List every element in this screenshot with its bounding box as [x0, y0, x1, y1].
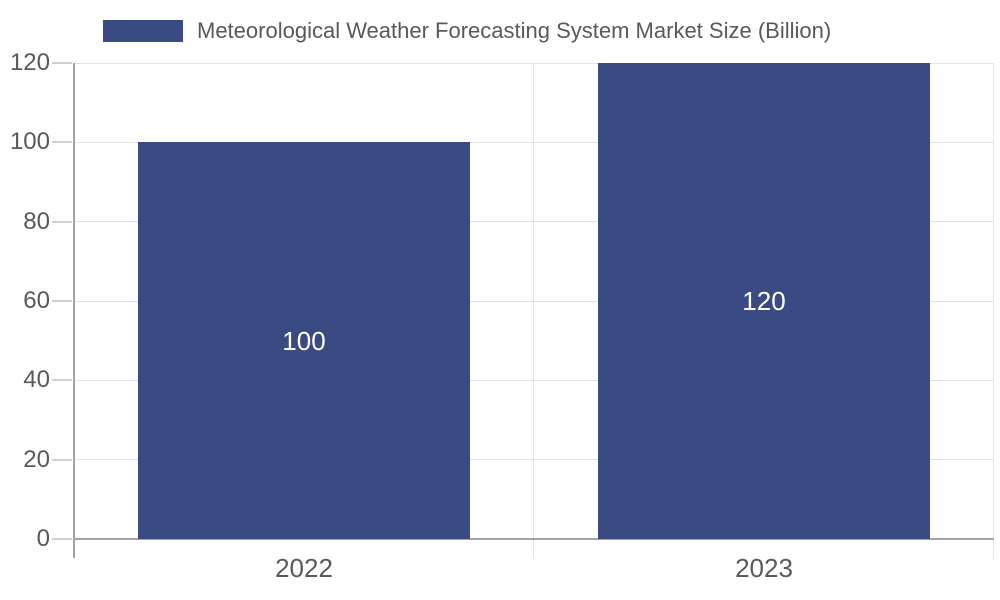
- bar-value-label: 100: [282, 325, 326, 356]
- y-tick-mark: [52, 300, 72, 302]
- x-tick-label: 2022: [275, 553, 333, 583]
- bar-value-label: 120: [742, 286, 786, 316]
- y-tick-label: 0: [36, 525, 50, 552]
- bar[interactable]: [138, 142, 470, 539]
- legend-swatch: [103, 20, 183, 42]
- y-tick-mark: [52, 538, 72, 540]
- gridline: [75, 62, 994, 64]
- y-tick-label: 100: [9, 128, 50, 156]
- y-tick-mark: [52, 220, 72, 223]
- y-tick-mark: [52, 379, 72, 382]
- y-tick-label: 80: [23, 207, 50, 235]
- y-axis-line: [73, 63, 75, 558]
- gridline: [75, 459, 994, 461]
- y-tick-label: 120: [9, 49, 50, 76]
- gridline: [75, 221, 994, 223]
- y-tick-label: 20: [23, 445, 50, 473]
- y-tick-label: 60: [23, 287, 50, 314]
- gridline: [75, 141, 994, 143]
- y-tick-mark: [52, 62, 72, 64]
- x-tick-label: 2023: [735, 553, 793, 583]
- plot-right-border: [993, 63, 994, 558]
- chart-title: Meteorological Weather Forecasting Syste…: [197, 18, 832, 43]
- gridline: [75, 300, 994, 302]
- category-separator-line: [533, 63, 534, 558]
- y-tick-mark: [52, 458, 72, 461]
- y-tick-label: 40: [23, 366, 50, 394]
- bar[interactable]: [598, 63, 930, 539]
- x-axis-line: [73, 538, 994, 540]
- y-tick-mark: [52, 141, 72, 144]
- legend[interactable]: Meteorological Weather Forecasting Syste…: [103, 18, 831, 44]
- gridline: [75, 379, 994, 381]
